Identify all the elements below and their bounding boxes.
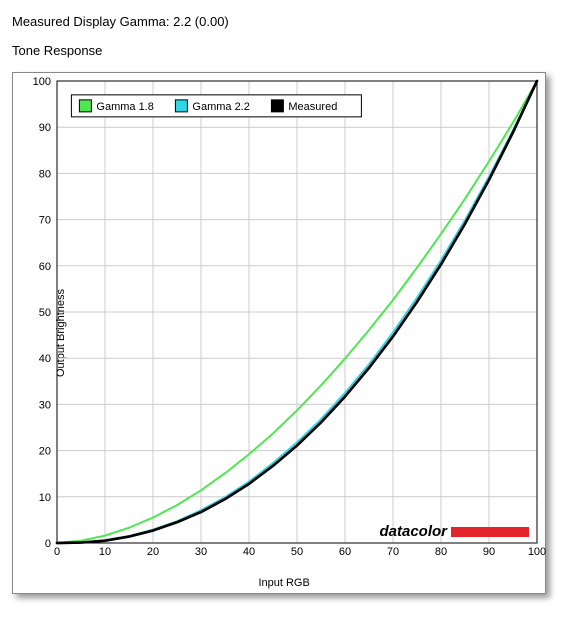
x-tick-label: 40 (243, 546, 255, 558)
y-tick-label: 80 (39, 168, 51, 180)
y-tick-label: 90 (39, 122, 51, 134)
chart-panel: Output Brightness Input RGB 010203040506… (12, 72, 546, 594)
y-tick-label: 40 (39, 353, 51, 365)
x-tick-label: 80 (435, 546, 447, 558)
tone-response-subtitle: Tone Response (12, 43, 550, 58)
x-tick-label: 60 (339, 546, 351, 558)
legend-swatch (175, 100, 187, 112)
x-tick-label: 100 (528, 546, 546, 558)
x-tick-label: 50 (291, 546, 303, 558)
x-axis-label: Input RGB (258, 577, 309, 589)
legend-label: Gamma 1.8 (96, 101, 153, 113)
x-tick-label: 90 (483, 546, 495, 558)
y-tick-label: 0 (45, 538, 51, 550)
x-tick-label: 20 (147, 546, 159, 558)
y-tick-label: 70 (39, 215, 51, 227)
x-tick-label: 10 (99, 546, 111, 558)
brand-logo-text: datacolor (379, 523, 448, 540)
x-tick-label: 70 (387, 546, 399, 558)
measured-gamma-title: Measured Display Gamma: 2.2 (0.00) (12, 14, 550, 29)
x-tick-label: 30 (195, 546, 207, 558)
y-tick-label: 50 (39, 307, 51, 319)
legend-label: Gamma 2.2 (192, 101, 249, 113)
legend-label: Measured (288, 101, 337, 113)
y-tick-label: 10 (39, 492, 51, 504)
legend-swatch (271, 100, 283, 112)
y-tick-label: 30 (39, 399, 51, 411)
legend-swatch (79, 100, 91, 112)
brand-bar (451, 527, 529, 537)
y-tick-label: 20 (39, 446, 51, 458)
y-tick-label: 100 (33, 76, 51, 88)
x-tick-label: 0 (54, 546, 60, 558)
y-tick-label: 60 (39, 261, 51, 273)
gamma-line-chart: 0102030405060708090100010203040506070809… (57, 81, 537, 559)
plot-area: 0102030405060708090100010203040506070809… (57, 81, 537, 559)
